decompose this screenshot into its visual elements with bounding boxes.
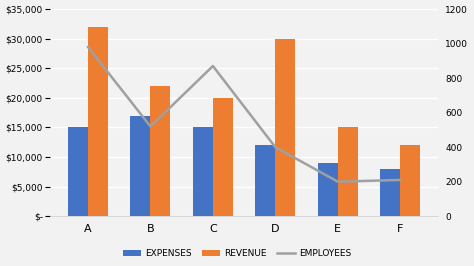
Bar <box>400 145 420 216</box>
Legend: EXPENSES, REVENUE, EMPLOYEES: EXPENSES, REVENUE, EMPLOYEES <box>119 245 355 261</box>
Bar <box>150 86 171 216</box>
Bar <box>213 98 233 216</box>
Bar <box>255 145 275 216</box>
Bar <box>275 39 295 216</box>
Bar <box>130 116 150 216</box>
Bar <box>380 169 400 216</box>
Bar <box>68 127 88 216</box>
Bar <box>88 27 108 216</box>
Bar <box>193 127 213 216</box>
Bar <box>338 127 358 216</box>
Bar <box>318 163 338 216</box>
